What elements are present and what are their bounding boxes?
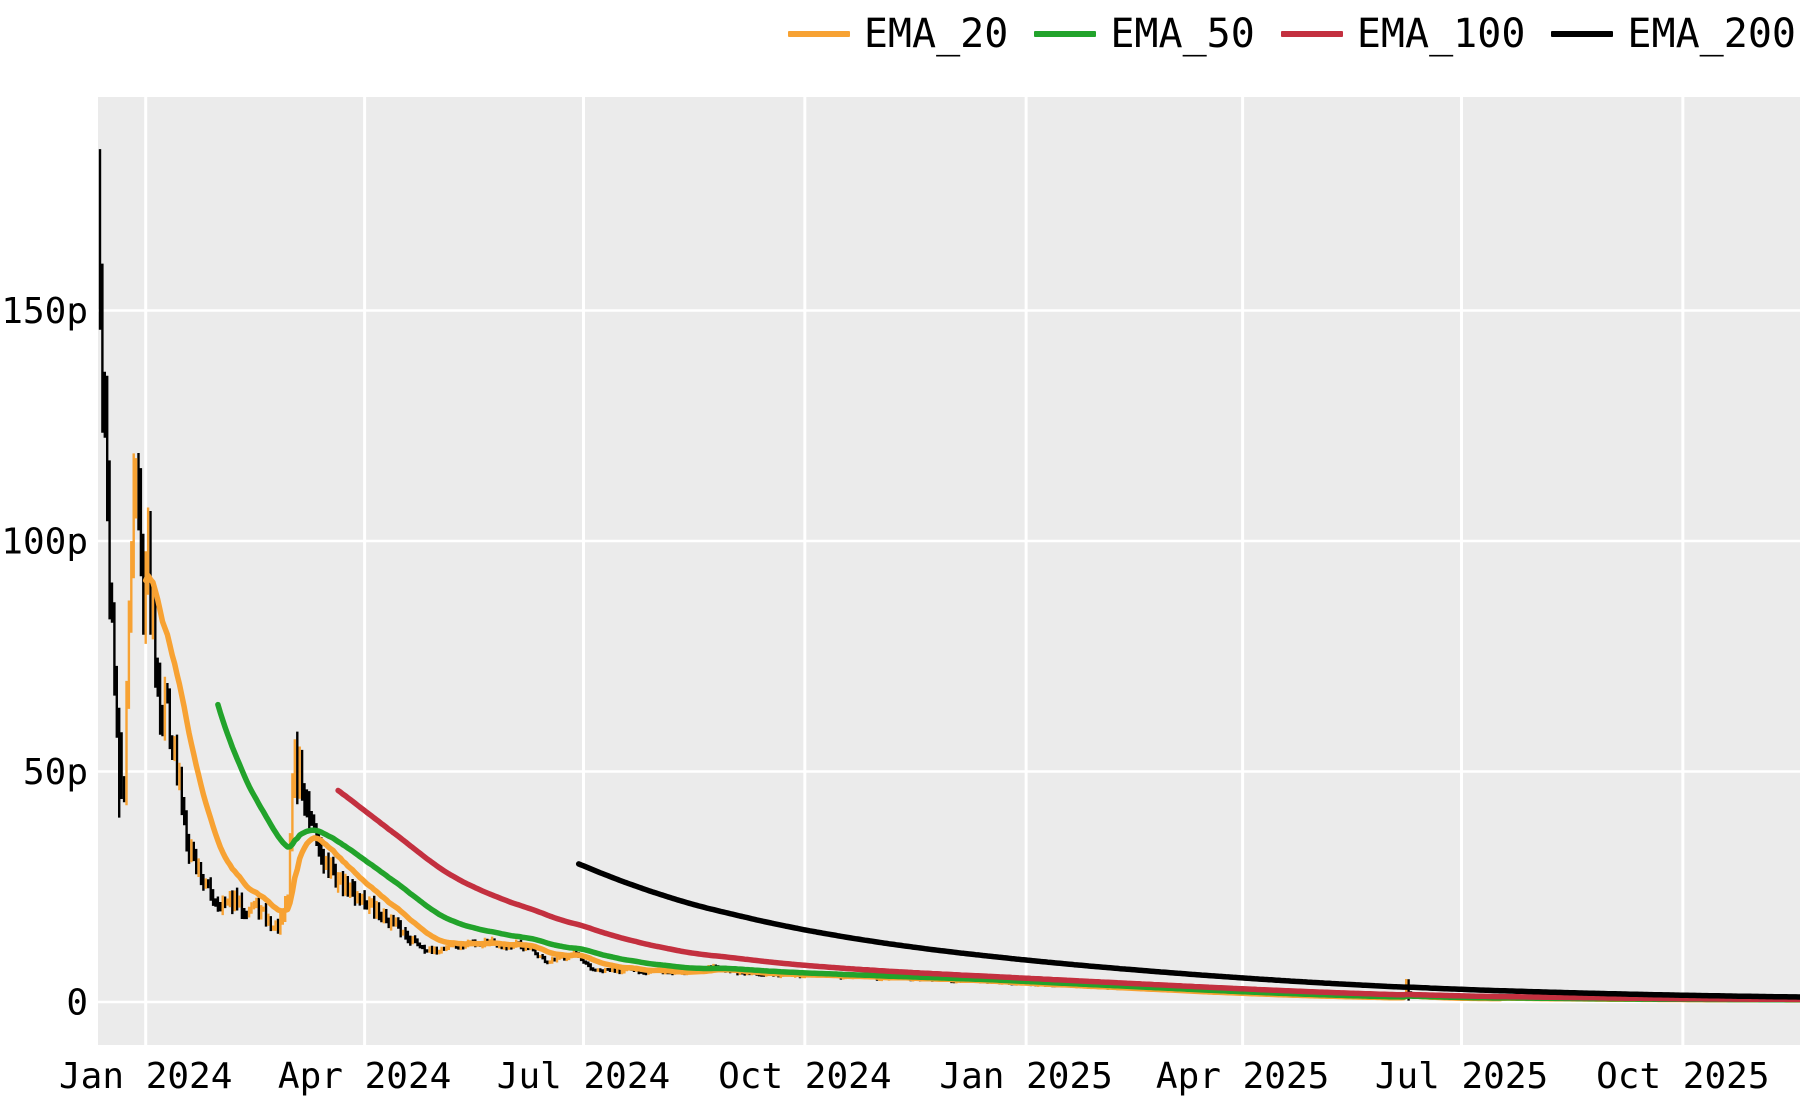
legend-label-ema100: EMA_100 [1356, 11, 1526, 57]
ema200-line-swatch [1551, 31, 1614, 37]
legend-label-ema20: EMA_20 [863, 11, 1009, 57]
legend-item-ema20: EMA_20 [787, 11, 1009, 57]
x-tick-label: Jul 2024 [497, 1056, 670, 1097]
y-tick-label: 50p [23, 752, 88, 793]
x-tick-label: Apr 2025 [1156, 1056, 1329, 1097]
y-tick-label: 150p [1, 291, 88, 332]
legend-label-ema50: EMA_50 [1110, 11, 1255, 57]
x-tick-label: Jan 2024 [59, 1056, 232, 1097]
ema100-line-swatch [1280, 31, 1343, 37]
plot-background [98, 97, 1800, 1045]
y-tick-label: 0 [66, 983, 88, 1024]
x-tick-label: Jul 2025 [1375, 1056, 1548, 1097]
ema_100-line [335, 787, 1800, 1003]
x-tick-label: Apr 2024 [278, 1056, 451, 1097]
legend-label-ema200: EMA_200 [1627, 11, 1796, 57]
legend-item-ema100: EMA_100 [1280, 11, 1526, 57]
y-tick-label: 100p [1, 522, 88, 563]
ema_200-line [575, 861, 1800, 1000]
x-tick-label: Oct 2025 [1596, 1056, 1769, 1097]
legend: EMA_20 EMA_50 EMA_100 EMA_200 [787, 6, 1796, 62]
ema50-line-swatch [1034, 31, 1097, 37]
ema20-line-swatch [787, 31, 850, 37]
x-tick-label: Oct 2024 [718, 1056, 891, 1097]
legend-item-ema50: EMA_50 [1034, 14, 1255, 54]
legend-item-ema200: EMA_200 [1551, 14, 1796, 54]
x-tick-label: Jan 2025 [939, 1056, 1112, 1097]
